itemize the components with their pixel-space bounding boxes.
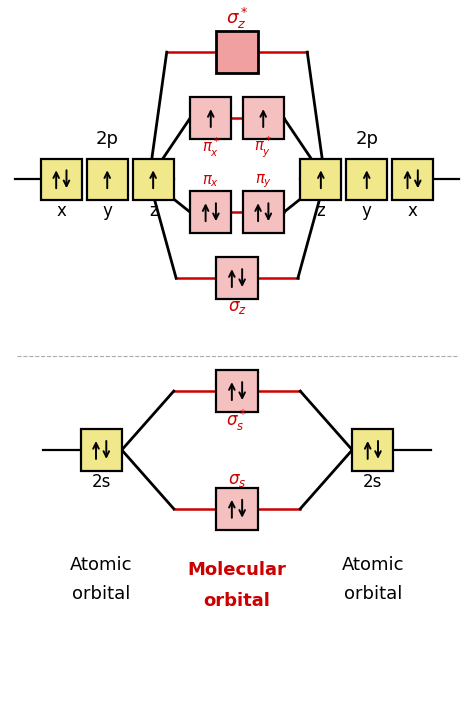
Bar: [190, 97, 231, 139]
Bar: [243, 97, 284, 139]
Text: 2p: 2p: [355, 130, 378, 149]
Text: $\pi_x$: $\pi_x$: [202, 174, 219, 189]
Text: z: z: [149, 202, 157, 220]
Text: 2p: 2p: [96, 130, 119, 149]
Bar: [352, 429, 393, 471]
Bar: [87, 159, 128, 200]
Bar: [217, 371, 257, 412]
Bar: [81, 429, 122, 471]
Bar: [243, 191, 284, 233]
Text: orbital: orbital: [203, 592, 271, 610]
Text: $\sigma_s^*$: $\sigma_s^*$: [227, 408, 247, 433]
Text: x: x: [56, 202, 66, 220]
Text: orbital: orbital: [72, 585, 130, 603]
Text: $\sigma_z^*$: $\sigma_z^*$: [226, 6, 248, 31]
Text: Atomic: Atomic: [342, 556, 404, 574]
Bar: [217, 258, 257, 299]
Text: orbital: orbital: [344, 585, 402, 603]
Bar: [217, 31, 257, 73]
Bar: [217, 488, 257, 530]
Bar: [190, 191, 231, 233]
Bar: [346, 159, 387, 200]
Bar: [133, 159, 174, 200]
Text: z: z: [317, 202, 325, 220]
Text: 2s: 2s: [91, 473, 111, 491]
Bar: [300, 159, 341, 200]
Text: x: x: [408, 202, 418, 220]
Text: 2s: 2s: [363, 473, 383, 491]
Text: Atomic: Atomic: [70, 556, 132, 574]
Text: y: y: [102, 202, 112, 220]
Bar: [41, 159, 82, 200]
Text: $\sigma_s$: $\sigma_s$: [228, 471, 246, 488]
Text: $\pi_x^*$: $\pi_x^*$: [201, 136, 220, 159]
Text: Molecular: Molecular: [188, 561, 286, 579]
Text: $\pi_y^*$: $\pi_y^*$: [254, 135, 273, 160]
Text: y: y: [362, 202, 372, 220]
Text: $\pi_y$: $\pi_y$: [255, 173, 272, 191]
Text: $\sigma_z$: $\sigma_z$: [228, 298, 246, 316]
Bar: [392, 159, 433, 200]
